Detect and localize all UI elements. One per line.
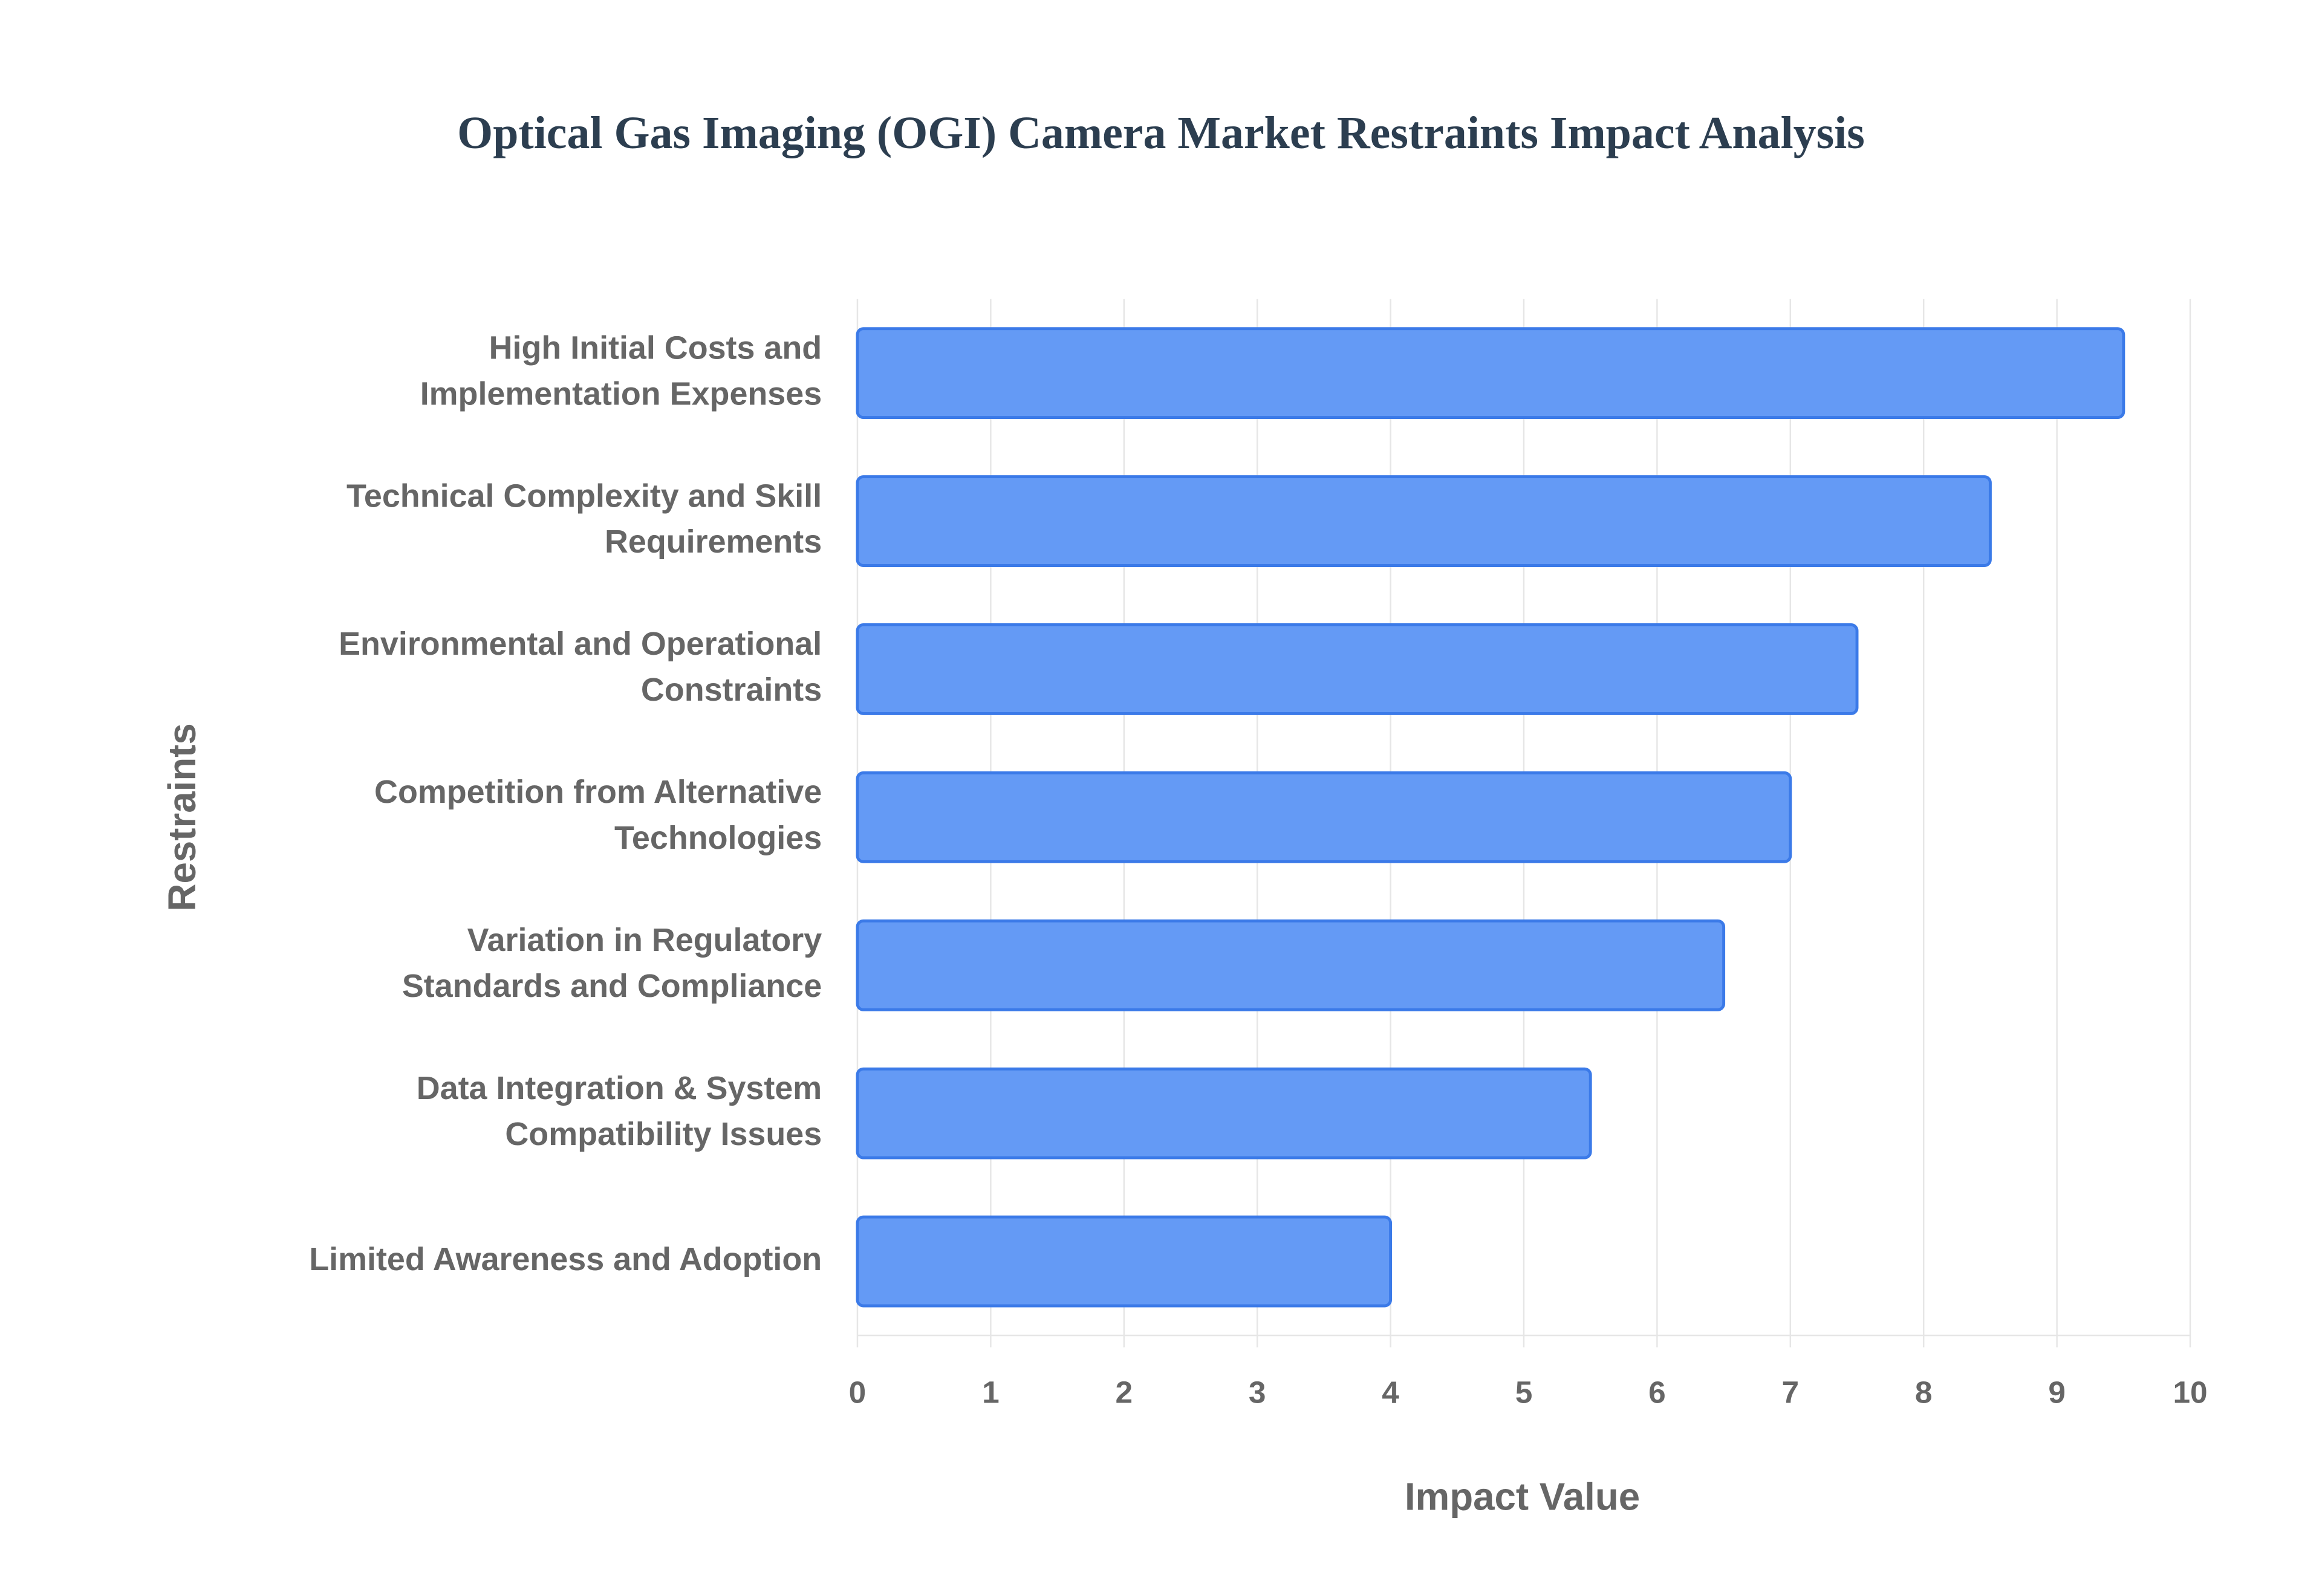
x-tick-label: 10 — [2173, 1375, 2207, 1410]
bar — [856, 327, 2125, 420]
x-tick-label: 8 — [1915, 1375, 1933, 1410]
y-tick-label: Implementation Expenses — [420, 375, 822, 412]
bar — [856, 771, 1792, 863]
x-axis-title: Impact Value — [1405, 1476, 1640, 1519]
bar — [856, 623, 1859, 715]
y-axis-title: Restraints — [161, 723, 204, 911]
x-tick-label: 9 — [2048, 1375, 2066, 1410]
chart-title: Optical Gas Imaging (OGI) Camera Market … — [457, 108, 1865, 158]
x-tick-label: 0 — [849, 1375, 867, 1410]
bar — [856, 919, 1726, 1011]
y-tick-label: Competition from Alternative — [374, 774, 822, 810]
y-tick-label: Technical Complexity and Skill — [346, 478, 822, 514]
x-tick-label: 2 — [1115, 1375, 1133, 1410]
y-tick-label: Data Integration & System — [417, 1070, 822, 1106]
y-tick-label: Requirements — [605, 524, 822, 560]
x-tick-label: 3 — [1249, 1375, 1266, 1410]
bar — [856, 475, 1992, 567]
y-tick-label: Standards and Compliance — [402, 968, 822, 1004]
x-tick-label: 6 — [1648, 1375, 1666, 1410]
x-tick-label: 1 — [982, 1375, 1000, 1410]
x-tick-label: 4 — [1382, 1375, 1399, 1410]
y-tick-label: Limited Awareness and Adoption — [309, 1241, 822, 1277]
x-tick-label: 5 — [1515, 1375, 1533, 1410]
y-tick-label: Technologies — [614, 820, 822, 856]
bar — [856, 1067, 1592, 1160]
y-tick-label: Compatibility Issues — [505, 1116, 822, 1152]
y-tick-label: Variation in Regulatory — [467, 922, 822, 958]
y-tick-label: Constraints — [641, 672, 822, 708]
y-tick-label: Environmental and Operational — [339, 626, 822, 662]
y-tick-label: High Initial Costs and — [489, 329, 822, 366]
bar — [856, 1215, 1393, 1308]
x-tick-label: 7 — [1782, 1375, 1800, 1410]
